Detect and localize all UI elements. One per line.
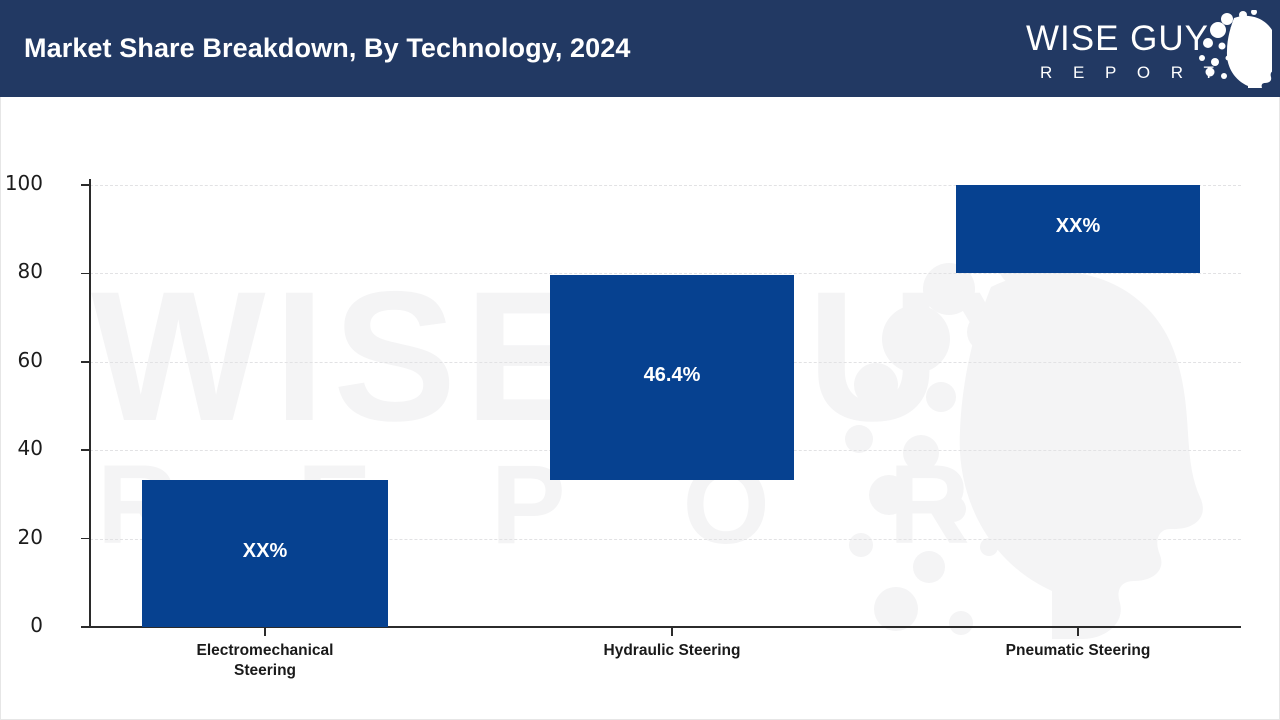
y-tick-mark [81,537,89,540]
bar[interactable] [142,480,388,627]
bar-value-label: 46.4% [643,363,701,386]
wise-guy-reports-logo: WISE GUY R E P O R T S [1022,9,1280,96]
logo-svg: WISE GUY R E P O R T S [1026,9,1280,96]
x-tick-label: Hydraulic Steering [603,642,741,659]
y-tick-label: 60 [17,347,43,372]
x-axis-line [89,626,1241,628]
logo-head-icon [1199,9,1280,96]
bar[interactable] [550,275,794,481]
y-tick-label: 80 [17,259,43,284]
gridline [90,273,1241,275]
x-tick-label: Pneumatic Steering [1005,642,1151,659]
y-tick-mark [81,626,89,628]
page-header: Market Share Breakdown, By Technology, 2… [0,0,1280,97]
svg-text:WISE GUY: WISE GUY [1026,19,1209,58]
bar-value-label: XX% [242,539,288,562]
svg-text:R E P O R T S: R E P O R T S [1040,63,1254,82]
y-tick-label: 100 [4,171,43,195]
gridline [90,185,1241,186]
y-axis-line [89,179,91,628]
bar[interactable] [956,185,1200,274]
y-tick-mark [81,272,89,275]
x-tick-mark [1077,627,1079,636]
y-tick-mark [81,361,89,363]
plot-area: 0 20 40 60 80 100 Electromechanical Steering H… [1,97,1279,719]
x-tick-mark [264,627,266,636]
y-tick-label: 0 [30,613,43,637]
x-tick-label: Electromechanical Steering [196,642,334,679]
chart-canvas: WISE GUY R E P O R T S [0,97,1280,720]
y-tick-label: 40 [17,436,43,461]
page-title: Market Share Breakdown, By Technology, 2… [24,33,631,63]
y-tick-label: 20 [17,524,43,549]
bar-value-label: XX% [1055,215,1101,238]
x-tick-mark [671,627,673,636]
y-tick-mark [81,449,89,451]
gridline [90,538,1241,540]
y-tick-mark [81,184,89,186]
